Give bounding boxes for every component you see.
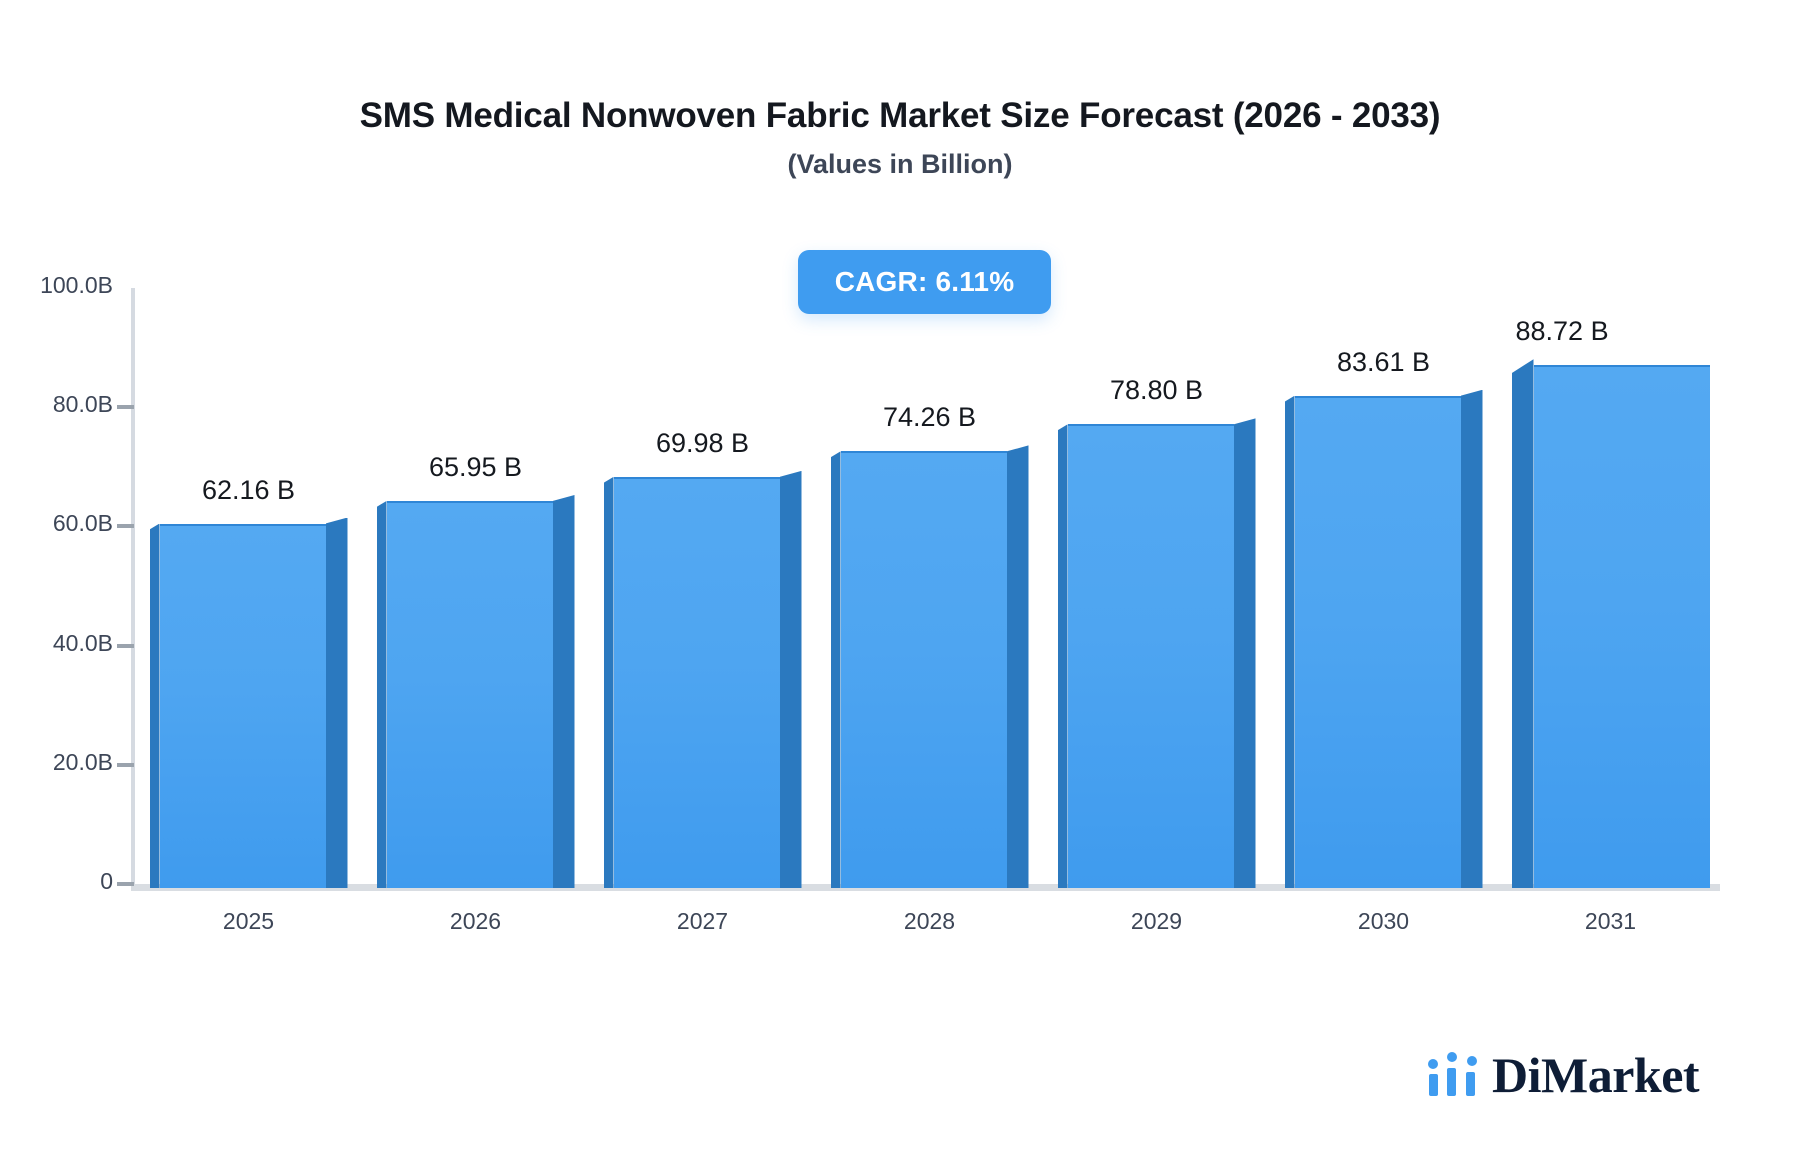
y-tick-mark [117, 524, 134, 529]
page-title: SMS Medical Nonwoven Fabric Market Size … [359, 96, 1441, 135]
bar-side-face [1460, 389, 1483, 888]
bar-left-face [149, 523, 160, 888]
bar-shape [149, 517, 348, 888]
title-block: SMS Medical Nonwoven Fabric Market Size … [0, 96, 1800, 180]
bar-shape [830, 445, 1029, 888]
bar[interactable]: 83.61 B [1284, 347, 1483, 888]
bar-left-face [376, 500, 387, 888]
y-tick-label: 0 [100, 868, 113, 894]
cagr-badge: CAGR: 6.11% [798, 250, 1051, 314]
bar-left-face [1284, 395, 1295, 888]
brand-logo: DiMarket [1426, 1047, 1700, 1103]
bar-value-label: 69.98 B [655, 427, 750, 458]
y-tick-mark [117, 405, 134, 410]
bar-left-face [1057, 424, 1068, 888]
bar-side-face [1006, 445, 1029, 888]
bar-chart-icon [1428, 1052, 1477, 1096]
bar[interactable]: 74.26 B [830, 402, 1029, 888]
y-tick-mark [117, 882, 134, 886]
bar-value-label: 74.26 B [882, 402, 977, 433]
bar-value-label: 62.16 B [201, 474, 296, 505]
x-tick-label: 2027 [676, 908, 729, 934]
bar-left-face [603, 476, 614, 888]
bar-front-face [159, 523, 326, 888]
bar-front-face [840, 451, 1007, 888]
bar-side-face [552, 494, 575, 888]
bar-shape [603, 470, 802, 888]
bar-value-label: 65.95 B [428, 451, 523, 482]
bar[interactable]: 62.16 B [149, 475, 348, 888]
bar-value-label: 83.61 B [1336, 346, 1431, 377]
bar-front-face [1067, 424, 1234, 888]
bar-side-face [1233, 418, 1256, 888]
y-tick-label: 100.0B [40, 272, 113, 298]
x-tick-label: 2025 [222, 908, 275, 934]
bar-front-face [1294, 395, 1461, 888]
plot-area: 0 20.0B 40.0B 60.0B 80.0B 100.0B 62.16 B 65.95… [40, 272, 1720, 894]
x-tick-label: 2026 [449, 908, 502, 934]
y-tick-mark [117, 643, 134, 648]
cagr-badge-label: CAGR: 6.11% [834, 266, 1015, 297]
bar[interactable]: 65.95 B [376, 452, 575, 888]
brand-name: DiMarket [1492, 1047, 1700, 1103]
y-tick-mark [117, 762, 134, 767]
bar-side-face [779, 470, 802, 888]
bar-left-face [830, 451, 841, 888]
x-tick-label: 2029 [1130, 908, 1183, 934]
bar-value-label: 88.72 B [1515, 316, 1609, 347]
bar-shape [1057, 418, 1256, 888]
bar-shape [376, 494, 575, 888]
y-tick-label: 40.0B [52, 629, 113, 656]
x-tick-label: 2030 [1357, 908, 1410, 934]
bar[interactable]: 88.72 B [1511, 316, 1710, 888]
x-tick-label: 2031 [1584, 908, 1637, 934]
bar-side-face [325, 517, 348, 888]
bar-value-label: 78.80 B [1109, 375, 1204, 406]
bar[interactable]: 78.80 B [1057, 375, 1256, 888]
bar-front-face [386, 500, 553, 888]
bar[interactable]: 69.98 B [603, 428, 802, 888]
bar-front-face [1533, 365, 1710, 888]
y-tick-label: 20.0B [52, 748, 113, 775]
bar-shape [1284, 389, 1483, 888]
y-tick-label: 80.0B [52, 391, 113, 418]
chart-subtitle: (Values in Billion) [787, 149, 1013, 180]
bar-left-face [1511, 359, 1534, 888]
bar-shape [1511, 359, 1710, 888]
bar-front-face [613, 476, 780, 888]
y-axis-line [131, 288, 135, 884]
x-tick-label: 2028 [903, 908, 956, 934]
y-tick-label: 60.0B [52, 510, 113, 537]
